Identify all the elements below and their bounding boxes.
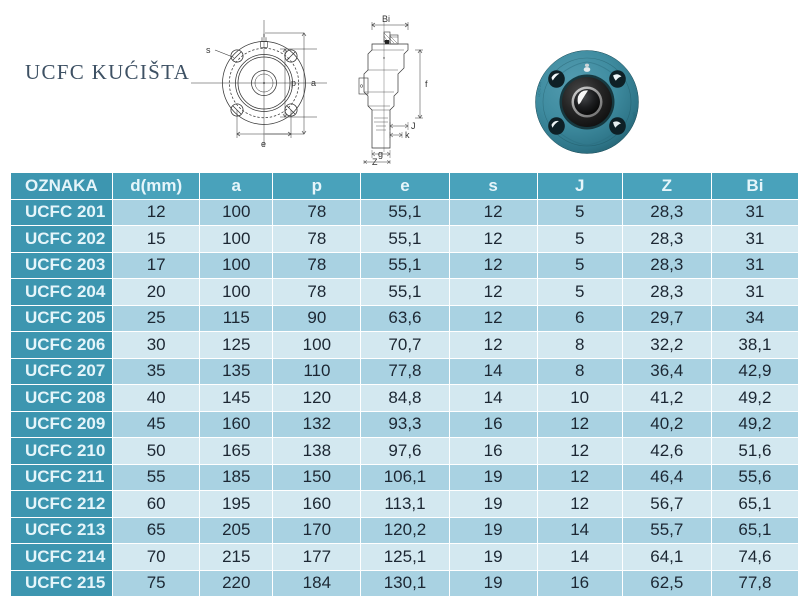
- svg-text:s: s: [206, 45, 211, 55]
- svg-text:Bi: Bi: [382, 14, 390, 24]
- svg-text:k: k: [405, 130, 410, 140]
- svg-text:J: J: [411, 121, 416, 131]
- svg-text:a: a: [311, 78, 316, 88]
- svg-text:Q8E3: Q8E3: [632, 112, 637, 121]
- svg-text:f: f: [425, 79, 428, 89]
- svg-text:p: p: [291, 78, 296, 88]
- svg-text:g: g: [378, 149, 383, 159]
- svg-text:e: e: [261, 139, 266, 149]
- svg-text:Z: Z: [372, 157, 378, 165]
